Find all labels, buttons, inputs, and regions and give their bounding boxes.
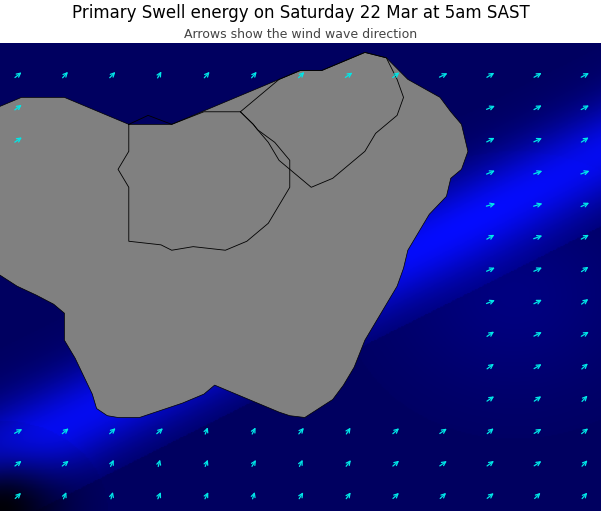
Text: Primary Swell energy on Saturday 22 Mar at 5am SAST: Primary Swell energy on Saturday 22 Mar … <box>72 4 529 22</box>
Polygon shape <box>0 53 468 417</box>
Text: Arrows show the wind wave direction: Arrows show the wind wave direction <box>184 28 417 41</box>
